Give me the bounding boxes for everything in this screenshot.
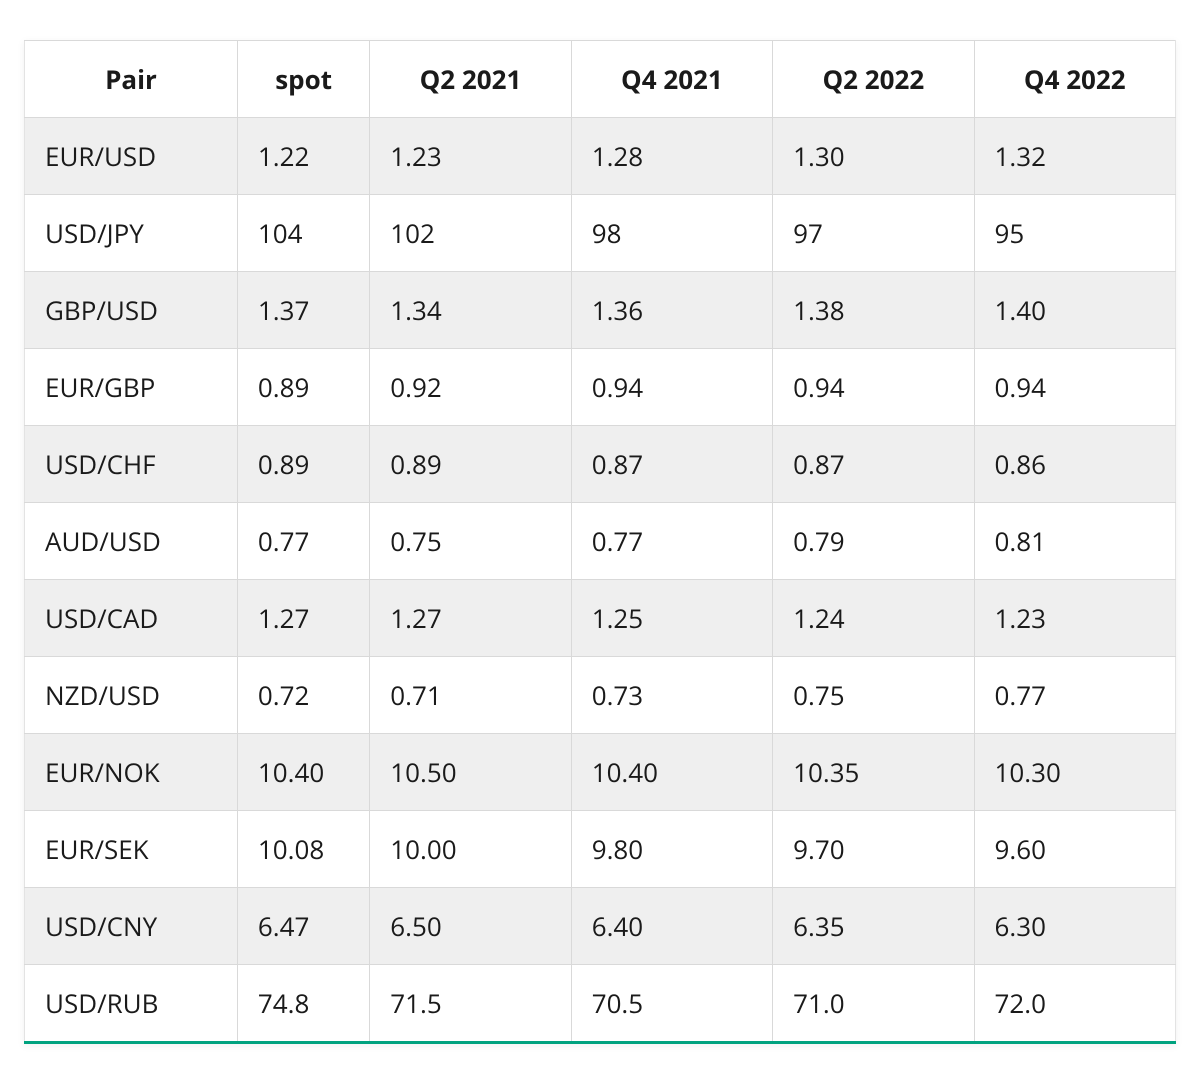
cell-q4-2022: 1.32 [974, 118, 1175, 195]
cell-q2-2021: 0.75 [370, 503, 571, 580]
cell-pair: GBP/USD [25, 272, 238, 349]
cell-q4-2022: 1.23 [974, 580, 1175, 657]
cell-q2-2022: 1.24 [773, 580, 974, 657]
cell-spot: 0.89 [237, 426, 369, 503]
table-row: USD/CNY 6.47 6.50 6.40 6.35 6.30 [25, 888, 1176, 965]
cell-q2-2021: 1.34 [370, 272, 571, 349]
cell-spot: 74.8 [237, 965, 369, 1043]
cell-q2-2022: 71.0 [773, 965, 974, 1043]
cell-q2-2022: 1.30 [773, 118, 974, 195]
cell-q2-2021: 0.92 [370, 349, 571, 426]
cell-spot: 0.77 [237, 503, 369, 580]
cell-q4-2022: 0.86 [974, 426, 1175, 503]
cell-pair: NZD/USD [25, 657, 238, 734]
cell-q4-2021: 0.87 [571, 426, 772, 503]
table-row: GBP/USD 1.37 1.34 1.36 1.38 1.40 [25, 272, 1176, 349]
cell-q4-2022: 0.94 [974, 349, 1175, 426]
cell-pair: USD/RUB [25, 965, 238, 1043]
cell-q4-2021: 70.5 [571, 965, 772, 1043]
cell-q2-2021: 0.71 [370, 657, 571, 734]
page: Pair spot Q2 2021 Q4 2021 Q2 2022 Q4 202… [0, 0, 1200, 1068]
cell-pair: USD/CAD [25, 580, 238, 657]
cell-spot: 0.72 [237, 657, 369, 734]
cell-q4-2021: 1.36 [571, 272, 772, 349]
cell-q4-2021: 0.77 [571, 503, 772, 580]
cell-q4-2021: 10.40 [571, 734, 772, 811]
table-row: AUD/USD 0.77 0.75 0.77 0.79 0.81 [25, 503, 1176, 580]
col-header-q4-2022: Q4 2022 [974, 41, 1175, 118]
table-header-row: Pair spot Q2 2021 Q4 2021 Q2 2022 Q4 202… [25, 41, 1176, 118]
cell-q2-2021: 10.00 [370, 811, 571, 888]
table-row: USD/CAD 1.27 1.27 1.25 1.24 1.23 [25, 580, 1176, 657]
cell-spot: 1.37 [237, 272, 369, 349]
col-header-q2-2021: Q2 2021 [370, 41, 571, 118]
cell-q4-2022: 0.81 [974, 503, 1175, 580]
table-row: NZD/USD 0.72 0.71 0.73 0.75 0.77 [25, 657, 1176, 734]
cell-spot: 10.40 [237, 734, 369, 811]
cell-spot: 1.27 [237, 580, 369, 657]
cell-q2-2022: 10.35 [773, 734, 974, 811]
cell-q4-2022: 9.60 [974, 811, 1175, 888]
col-header-pair: Pair [25, 41, 238, 118]
cell-q4-2022: 72.0 [974, 965, 1175, 1043]
cell-spot: 0.89 [237, 349, 369, 426]
cell-spot: 6.47 [237, 888, 369, 965]
cell-q2-2021: 10.50 [370, 734, 571, 811]
cell-q4-2022: 6.30 [974, 888, 1175, 965]
cell-q2-2022: 6.35 [773, 888, 974, 965]
cell-pair: EUR/SEK [25, 811, 238, 888]
cell-q4-2021: 1.25 [571, 580, 772, 657]
cell-pair: USD/CNY [25, 888, 238, 965]
cell-q2-2021: 1.23 [370, 118, 571, 195]
cell-q4-2021: 0.94 [571, 349, 772, 426]
fx-forecast-table: Pair spot Q2 2021 Q4 2021 Q2 2022 Q4 202… [24, 40, 1176, 1044]
cell-q2-2022: 0.87 [773, 426, 974, 503]
cell-pair: AUD/USD [25, 503, 238, 580]
cell-q2-2022: 97 [773, 195, 974, 272]
cell-pair: EUR/GBP [25, 349, 238, 426]
cell-q4-2021: 98 [571, 195, 772, 272]
col-header-q4-2021: Q4 2021 [571, 41, 772, 118]
cell-q4-2022: 10.30 [974, 734, 1175, 811]
cell-q4-2022: 1.40 [974, 272, 1175, 349]
cell-q4-2021: 1.28 [571, 118, 772, 195]
cell-q2-2021: 71.5 [370, 965, 571, 1043]
cell-q2-2022: 1.38 [773, 272, 974, 349]
cell-q4-2021: 0.73 [571, 657, 772, 734]
cell-q2-2022: 9.70 [773, 811, 974, 888]
table-row: EUR/NOK 10.40 10.50 10.40 10.35 10.30 [25, 734, 1176, 811]
cell-pair: EUR/USD [25, 118, 238, 195]
table-row: USD/JPY 104 102 98 97 95 [25, 195, 1176, 272]
cell-q2-2021: 1.27 [370, 580, 571, 657]
cell-pair: EUR/NOK [25, 734, 238, 811]
cell-q2-2021: 6.50 [370, 888, 571, 965]
table-row: EUR/SEK 10.08 10.00 9.80 9.70 9.60 [25, 811, 1176, 888]
col-header-spot: spot [237, 41, 369, 118]
cell-q2-2021: 102 [370, 195, 571, 272]
cell-q4-2022: 95 [974, 195, 1175, 272]
cell-q4-2022: 0.77 [974, 657, 1175, 734]
table-row: EUR/GBP 0.89 0.92 0.94 0.94 0.94 [25, 349, 1176, 426]
cell-spot: 1.22 [237, 118, 369, 195]
cell-q2-2022: 0.94 [773, 349, 974, 426]
cell-q2-2022: 0.75 [773, 657, 974, 734]
cell-q4-2021: 6.40 [571, 888, 772, 965]
table-row: EUR/USD 1.22 1.23 1.28 1.30 1.32 [25, 118, 1176, 195]
cell-q2-2022: 0.79 [773, 503, 974, 580]
cell-pair: USD/JPY [25, 195, 238, 272]
table-row: USD/CHF 0.89 0.89 0.87 0.87 0.86 [25, 426, 1176, 503]
cell-pair: USD/CHF [25, 426, 238, 503]
cell-q4-2021: 9.80 [571, 811, 772, 888]
col-header-q2-2022: Q2 2022 [773, 41, 974, 118]
cell-q2-2021: 0.89 [370, 426, 571, 503]
cell-spot: 10.08 [237, 811, 369, 888]
cell-spot: 104 [237, 195, 369, 272]
table-row: USD/RUB 74.8 71.5 70.5 71.0 72.0 [25, 965, 1176, 1043]
